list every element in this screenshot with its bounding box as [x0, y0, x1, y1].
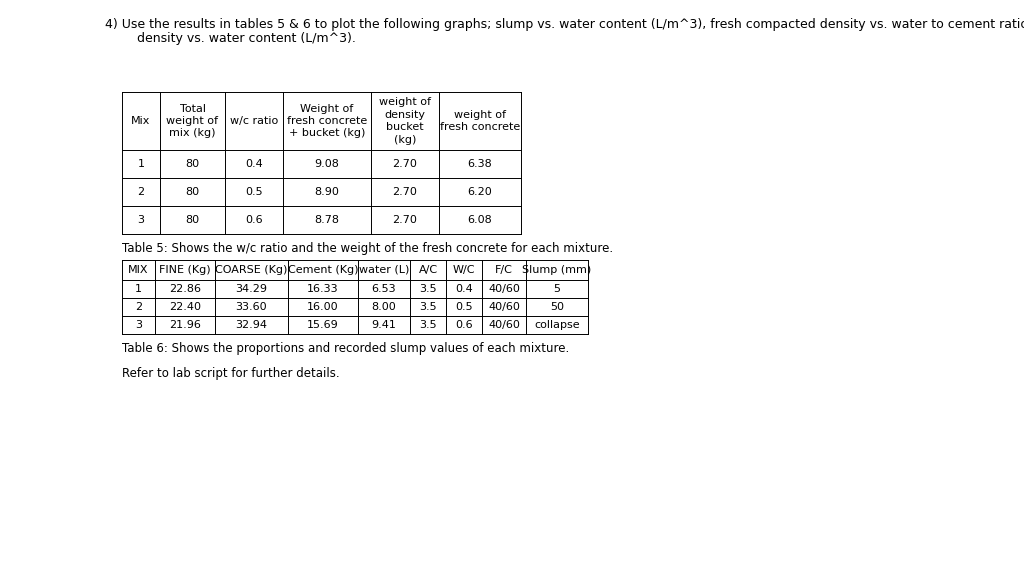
- Text: 1: 1: [137, 159, 144, 169]
- Text: Table 6: Shows the proportions and recorded slump values of each mixture.: Table 6: Shows the proportions and recor…: [122, 342, 569, 355]
- Text: 3: 3: [135, 320, 142, 330]
- Text: A/C: A/C: [419, 265, 437, 275]
- Text: 2.70: 2.70: [392, 187, 418, 197]
- Text: 40/60: 40/60: [488, 284, 520, 294]
- Text: 0.6: 0.6: [245, 215, 263, 225]
- Text: Weight of
fresh concrete
+ bucket (kg): Weight of fresh concrete + bucket (kg): [287, 104, 368, 138]
- Text: 16.00: 16.00: [307, 302, 339, 312]
- Text: 8.90: 8.90: [314, 187, 339, 197]
- Text: 5: 5: [554, 284, 560, 294]
- Text: 34.29: 34.29: [236, 284, 267, 294]
- Text: 2.70: 2.70: [392, 159, 418, 169]
- Text: water (L): water (L): [358, 265, 410, 275]
- Text: 2: 2: [137, 187, 144, 197]
- Text: 1: 1: [135, 284, 142, 294]
- Text: 22.86: 22.86: [169, 284, 201, 294]
- Text: 6.38: 6.38: [468, 159, 493, 169]
- Text: 0.6: 0.6: [456, 320, 473, 330]
- Text: 0.4: 0.4: [245, 159, 263, 169]
- Text: 21.96: 21.96: [169, 320, 201, 330]
- Text: MIX: MIX: [128, 265, 148, 275]
- Text: 50: 50: [550, 302, 564, 312]
- Text: COARSE (Kg): COARSE (Kg): [215, 265, 288, 275]
- Text: 3.5: 3.5: [419, 284, 437, 294]
- Text: 2.70: 2.70: [392, 215, 418, 225]
- Text: Mix: Mix: [131, 116, 151, 126]
- Text: 8.00: 8.00: [372, 302, 396, 312]
- Text: 3: 3: [137, 215, 144, 225]
- Text: 0.5: 0.5: [245, 187, 263, 197]
- Text: F/C: F/C: [495, 265, 513, 275]
- Text: FINE (Kg): FINE (Kg): [159, 265, 211, 275]
- Text: 9.08: 9.08: [314, 159, 339, 169]
- Text: 6.08: 6.08: [468, 215, 493, 225]
- Text: 40/60: 40/60: [488, 302, 520, 312]
- Text: 9.41: 9.41: [372, 320, 396, 330]
- Text: 22.40: 22.40: [169, 302, 201, 312]
- Text: 15.69: 15.69: [307, 320, 339, 330]
- Text: Slump (mm): Slump (mm): [522, 265, 592, 275]
- Text: 4) Use the results in tables 5 & 6 to plot the following graphs; slump vs. water: 4) Use the results in tables 5 & 6 to pl…: [105, 18, 1024, 31]
- Text: 6.53: 6.53: [372, 284, 396, 294]
- Text: 33.60: 33.60: [236, 302, 267, 312]
- Text: W/C: W/C: [453, 265, 475, 275]
- Text: 0.5: 0.5: [456, 302, 473, 312]
- Text: collapse: collapse: [535, 320, 580, 330]
- Text: w/c ratio: w/c ratio: [229, 116, 279, 126]
- Text: Refer to lab script for further details.: Refer to lab script for further details.: [122, 367, 340, 380]
- Text: 80: 80: [185, 159, 200, 169]
- Text: Cement (Kg): Cement (Kg): [288, 265, 358, 275]
- Text: 2: 2: [135, 302, 142, 312]
- Text: 80: 80: [185, 215, 200, 225]
- Text: weight of
fresh concrete: weight of fresh concrete: [440, 110, 520, 132]
- Text: 80: 80: [185, 187, 200, 197]
- Text: 16.33: 16.33: [307, 284, 339, 294]
- Text: 6.20: 6.20: [468, 187, 493, 197]
- Text: 3.5: 3.5: [419, 302, 437, 312]
- Text: 3.5: 3.5: [419, 320, 437, 330]
- Text: density vs. water content (L/m^3).: density vs. water content (L/m^3).: [105, 32, 356, 45]
- Text: 40/60: 40/60: [488, 320, 520, 330]
- Text: 8.78: 8.78: [314, 215, 340, 225]
- Text: 32.94: 32.94: [236, 320, 267, 330]
- Text: Total
weight of
mix (kg): Total weight of mix (kg): [167, 104, 218, 138]
- Text: weight of
density
bucket
(kg): weight of density bucket (kg): [379, 97, 431, 145]
- Text: 0.4: 0.4: [455, 284, 473, 294]
- Text: Table 5: Shows the w/c ratio and the weight of the fresh concrete for each mixtu: Table 5: Shows the w/c ratio and the wei…: [122, 242, 613, 255]
